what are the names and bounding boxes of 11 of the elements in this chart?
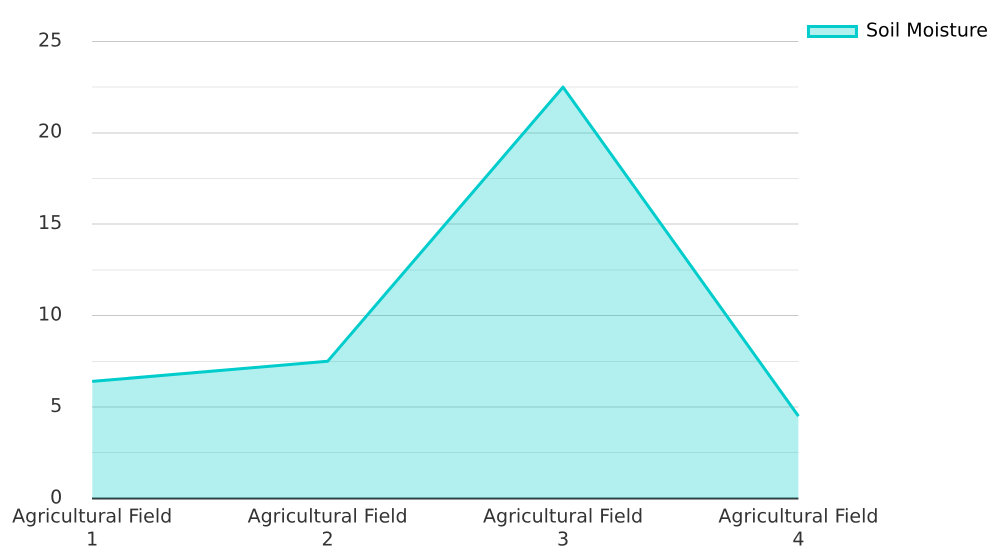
y-tick-label: 20 (38, 120, 62, 143)
legend-label: Soil Moisture (866, 19, 988, 42)
y-tick-label: 25 (38, 29, 62, 52)
y-tick-label: 10 (38, 304, 62, 326)
y-tick-label: 0 (50, 486, 62, 508)
x-tick-label: Agricultural Field 3 (483, 506, 644, 551)
x-tick-label: Agricultural Field 2 (248, 506, 408, 551)
y-tick-label: 15 (38, 212, 62, 234)
y-tick-label: 5 (50, 394, 62, 417)
x-tick-label: Agricultural Field 4 (718, 506, 878, 551)
x-tick-label: Agricultural Field 1 (12, 506, 172, 551)
